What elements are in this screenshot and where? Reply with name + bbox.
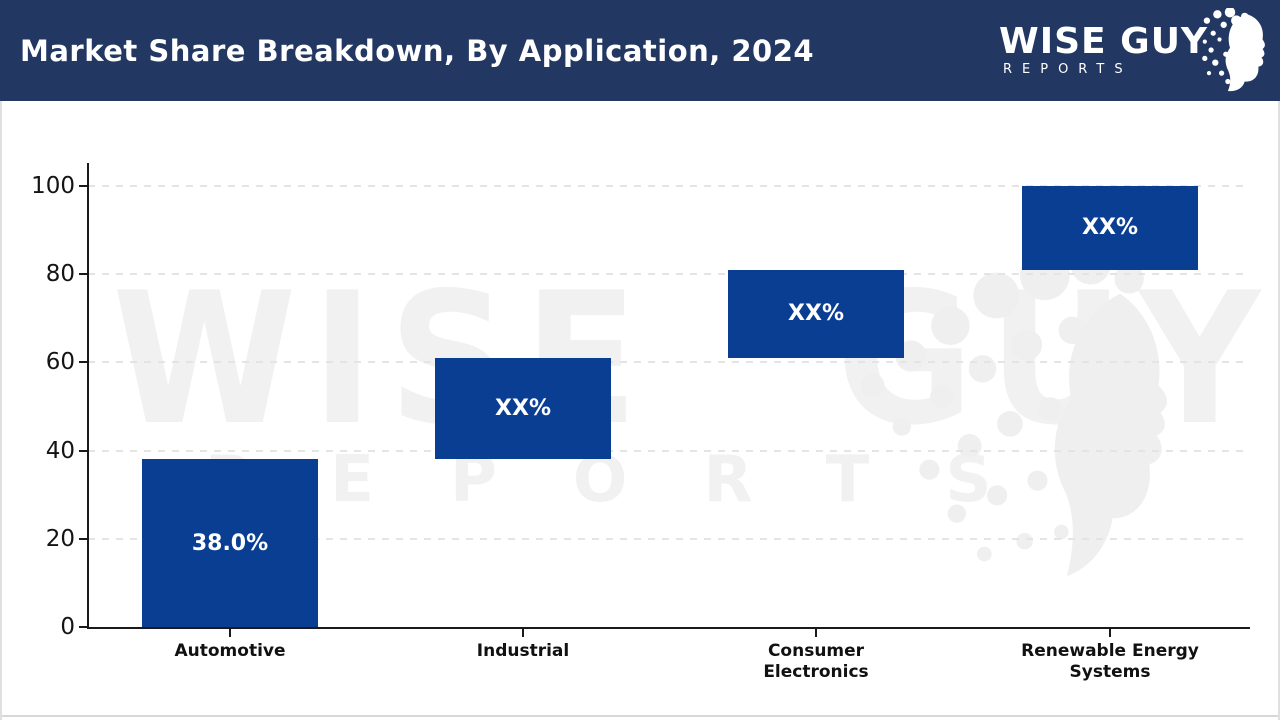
gridline-80 [88, 273, 1250, 276]
wiseguy-logo: WISE GUY REPORTS [999, 8, 1266, 92]
category-label-automotive: Automotive [174, 641, 286, 661]
y-tick-label-100: 100 [31, 173, 75, 199]
y-axis-line [87, 163, 89, 629]
bar-automotive: 38.0% [142, 459, 318, 627]
page-left-border [0, 101, 2, 720]
x-tick-automotive [229, 629, 231, 637]
y-tick-40 [79, 449, 87, 452]
wiseguy-logo-text: WISE GUY REPORTS [998, 21, 1208, 78]
logo-reports-label: REPORTS [1002, 62, 1133, 77]
y-tick-80 [79, 273, 87, 276]
x-axis-line [87, 627, 1250, 629]
bar-value-label-renewable-energy-systems: XX% [1082, 215, 1138, 241]
y-tick-label-80: 80 [45, 261, 75, 288]
y-tick-label-20: 20 [45, 525, 75, 552]
bar-industrial: XX% [435, 357, 611, 460]
bar-consumer-electronics: XX% [728, 269, 904, 358]
y-tick-100 [79, 185, 87, 187]
x-tick-renewable-energy-systems [1109, 629, 1111, 637]
y-tick-label-40: 40 [45, 437, 75, 464]
y-tick-0 [79, 626, 87, 628]
x-tick-consumer-electronics [815, 629, 817, 637]
category-label-industrial: Industrial [476, 641, 570, 661]
header: Market Share Breakdown, By Application, … [0, 0, 1280, 101]
y-tick-label-0: 0 [60, 614, 75, 640]
y-tick-20 [79, 537, 87, 540]
gridline-100 [88, 185, 1250, 187]
logo-wiseguy-label: WISE GUY [998, 21, 1208, 62]
y-tick-60 [79, 361, 87, 364]
page-title: Market Share Breakdown, By Application, … [20, 33, 815, 68]
x-tick-industrial [522, 629, 524, 637]
gridline-20 [88, 537, 1250, 540]
wiseguy-head-icon [1202, 8, 1265, 92]
category-label-consumer-electronics: Consumer Electronics [763, 641, 869, 682]
y-tick-label-60: 60 [45, 349, 75, 376]
watermark-head-dots [860, 244, 1167, 576]
page-right-border [1278, 101, 1280, 720]
gridline-60 [88, 361, 1250, 364]
bar-value-label-consumer-electronics: XX% [788, 301, 844, 327]
category-label-renewable-energy-systems: Renewable Energy Systems [1021, 641, 1199, 682]
bar-value-label-industrial: XX% [495, 396, 551, 422]
bar-renewable-energy-systems: XX% [1022, 186, 1198, 270]
bar-value-label-automotive: 38.0% [191, 530, 269, 556]
page-bottom-border [0, 715, 1280, 717]
gridline-40 [88, 449, 1250, 452]
